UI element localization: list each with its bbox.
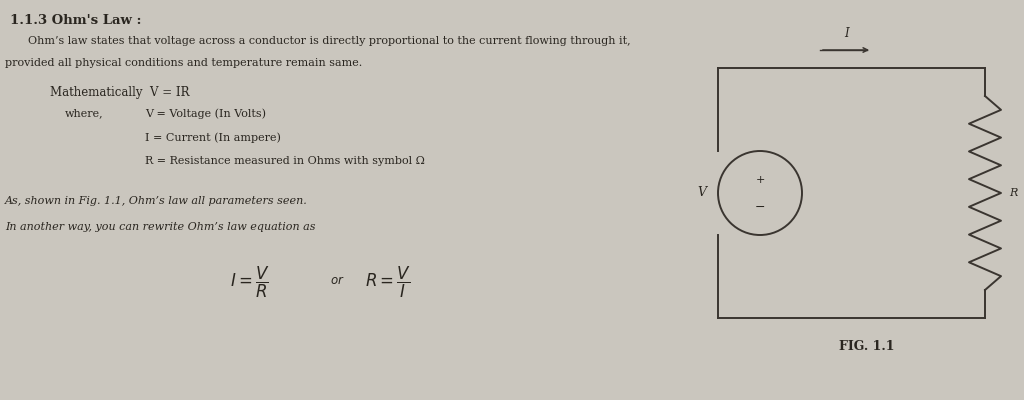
Text: As, shown in Fig. 1.1, Ohm’s law all parameters seen.: As, shown in Fig. 1.1, Ohm’s law all par… <box>5 196 308 206</box>
Text: +: + <box>756 175 765 185</box>
Text: Ohm’s law states that voltage across a conductor is directly proportional to the: Ohm’s law states that voltage across a c… <box>28 36 631 46</box>
Text: where,: where, <box>65 108 103 118</box>
Text: $I = \dfrac{V}{R}$: $I = \dfrac{V}{R}$ <box>230 264 269 300</box>
Text: $or$: $or$ <box>330 274 345 286</box>
Text: 1.1.3 Ohm's Law :: 1.1.3 Ohm's Law : <box>10 14 141 27</box>
Text: R: R <box>1009 188 1018 198</box>
Text: R = Resistance measured in Ohms with symbol Ω: R = Resistance measured in Ohms with sym… <box>145 156 425 166</box>
Text: I = Current (In ampere): I = Current (In ampere) <box>145 132 281 142</box>
Text: −: − <box>755 200 765 214</box>
Text: Mathematically  V = IR: Mathematically V = IR <box>50 86 189 99</box>
Text: In another way, you can rewrite Ohm’s law equation as: In another way, you can rewrite Ohm’s la… <box>5 222 315 232</box>
Text: V = Voltage (In Volts): V = Voltage (In Volts) <box>145 108 266 118</box>
Text: provided all physical conditions and temperature remain same.: provided all physical conditions and tem… <box>5 58 362 68</box>
Text: V: V <box>697 186 706 200</box>
Text: I: I <box>844 27 848 40</box>
Text: FIG. 1.1: FIG. 1.1 <box>839 340 894 353</box>
Text: $R = \dfrac{V}{I}$: $R = \dfrac{V}{I}$ <box>365 264 412 300</box>
